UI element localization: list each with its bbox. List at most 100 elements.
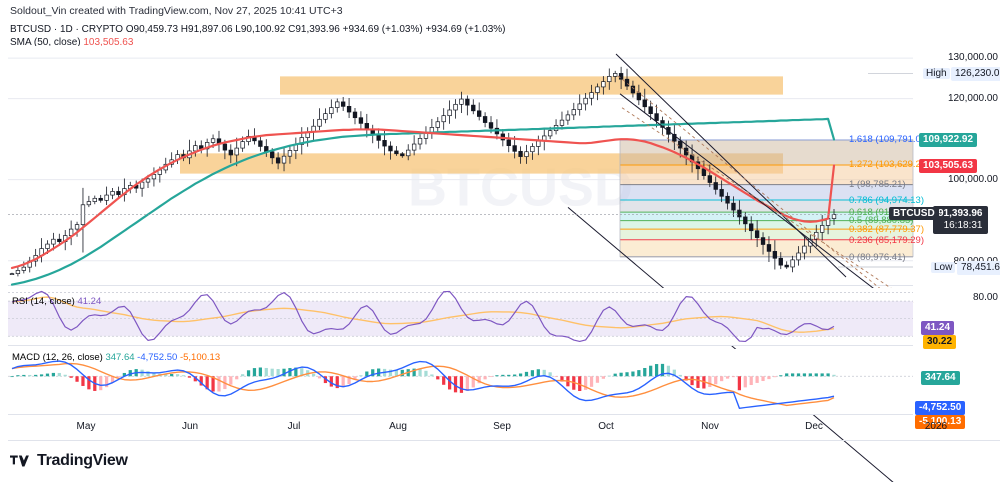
rsi-pane[interactable] (8, 288, 913, 346)
macd-line (11, 360, 835, 409)
tradingview-logo-icon (10, 455, 29, 467)
bar-countdown: 16:18:31 (943, 220, 983, 232)
macd-hist-bar (264, 367, 268, 377)
macd-hist-bar (459, 376, 464, 393)
legend-symbol-row[interactable]: BTCUSD · 1D · CRYPTO O90,459.73 H91,897.… (10, 24, 506, 37)
candle-body (329, 107, 334, 114)
rsi-ma-pill[interactable]: 30.22 (923, 335, 957, 349)
candle-body (471, 104, 476, 112)
trend-channel-line-0[interactable] (615, 53, 847, 278)
candle-body (234, 147, 239, 156)
candle-body (275, 157, 281, 164)
macd-hist-bar (217, 376, 221, 392)
rsi-chart-svg[interactable] (8, 288, 913, 345)
candle-body (601, 81, 606, 88)
last-price-box[interactable]: 91,393.96 16:18:31 (933, 206, 988, 235)
sma50-line (10, 128, 836, 270)
candle-body (618, 73, 624, 80)
legend-sma50-row[interactable]: SMA (50, close) 103,505.63 (10, 37, 506, 50)
time-tick-2026: 2026 (924, 421, 948, 432)
candle-body (104, 194, 109, 201)
fib-band-0.236 (620, 239, 913, 257)
rsi-legend[interactable]: RSI (14, close) 41.24 (12, 296, 101, 308)
legend-sma50-label: SMA (50, close) (10, 36, 81, 48)
candle-body (796, 252, 801, 261)
macd-hist-bar (820, 373, 824, 377)
macd-signal-pill[interactable]: -5,100.13 (915, 415, 966, 429)
macd-legend-hist: 347.64 (105, 352, 135, 363)
time-tick-sep: Sep (493, 421, 511, 432)
macd-hist-bar (542, 369, 546, 377)
fib-label-0: 0 (80,976.41) (849, 251, 906, 263)
trend-channel-line-1[interactable] (619, 93, 909, 316)
high-tag[interactable]: High (923, 67, 950, 79)
candle-body (15, 270, 21, 275)
candle-body (116, 191, 121, 196)
fib-label-0.236: 0.236 (85,179.29) (849, 234, 925, 246)
macd-hist-bar (45, 373, 50, 377)
low-tag[interactable]: Low (931, 261, 956, 273)
price-pane[interactable]: BTCUSD (8, 46, 914, 482)
fib-label-1.272: 1.272 (103,629.21) (849, 159, 930, 171)
candle-body (110, 191, 115, 196)
candle-body (654, 113, 659, 121)
candle-body (447, 109, 452, 117)
candle-body (21, 266, 26, 271)
candle-body (482, 116, 488, 123)
price-tick-130000: 130,000.00 (947, 52, 998, 64)
macd-hist-bar (601, 376, 605, 379)
price-scale[interactable]: 130,000.00120,000.00100,000.0080,000.00H… (889, 46, 1000, 429)
candle-body (760, 237, 766, 245)
rsi-ma-line (11, 296, 835, 333)
macd-legend-label: MACD (12, 26, close) (12, 352, 103, 363)
macd-hist-bar (394, 370, 399, 377)
macd-hist-bar (507, 374, 511, 377)
macd-legend[interactable]: MACD (12, 26, close) 347.64 -4,752.50 -5… (12, 352, 220, 364)
macd-hist-bar (643, 368, 647, 377)
candle-body (778, 257, 783, 266)
macd-hist-bar (595, 376, 600, 383)
macd-hist-bar (737, 376, 741, 391)
dashed-trend-line-1[interactable] (621, 107, 914, 304)
high-price-label[interactable]: 126,230.09 (951, 66, 1000, 81)
fib-band-1.618 (620, 140, 913, 165)
macd-hist-bar (678, 374, 682, 377)
macd-hist-pill[interactable]: 347.64 (921, 371, 960, 385)
price-chart-svg[interactable]: BTCUSD (8, 46, 914, 482)
macd-chart-svg[interactable] (8, 349, 913, 414)
time-scale[interactable]: May Jun Jul Aug Sep Oct Nov Dec 2026 (8, 415, 1000, 441)
candle-body (417, 138, 423, 145)
candle-body (382, 140, 387, 147)
dashed-trend-line-0[interactable] (617, 75, 889, 296)
macd-hist-bar (246, 370, 251, 377)
candle-body (477, 110, 482, 117)
macd-hist-bar (501, 374, 505, 377)
macd-hist-bar (105, 376, 109, 388)
sma50-price-pill[interactable]: 103,505.63 (919, 158, 978, 173)
macd-pane[interactable] (8, 349, 913, 415)
macd-line-pill[interactable]: -4,752.50 (915, 401, 966, 415)
macd-hist-bar (696, 376, 700, 388)
time-tick-oct: Oct (598, 421, 614, 432)
macd-hist-bar (743, 376, 747, 388)
candle-body (287, 150, 293, 157)
low-price-label[interactable]: 78,451.65 (957, 260, 1000, 275)
macd-hist-bar (276, 369, 280, 377)
macd-hist-bar (442, 376, 446, 385)
candle-body (145, 178, 151, 183)
rsi-value-pill[interactable]: 41.24 (921, 321, 955, 335)
sma200-price-pill[interactable]: 109,922.92 (919, 132, 978, 147)
macd-hist-bar (69, 376, 73, 378)
macd-hist-bar (63, 374, 67, 377)
macd-hist-bar (116, 376, 121, 378)
macd-hist-bar (495, 375, 499, 377)
macd-hist-bar (39, 374, 44, 377)
macd-hist-bar (311, 373, 316, 377)
macd-hist-bar (536, 369, 540, 377)
candle-body (335, 101, 340, 108)
fib-label-0.786: 0.786 (94,974.13) (849, 194, 925, 206)
brand-name: TradingView (37, 452, 128, 469)
macd-hist-bar (16, 375, 20, 377)
macd-hist-bar (690, 376, 694, 386)
macd-hist-bar (282, 368, 286, 377)
